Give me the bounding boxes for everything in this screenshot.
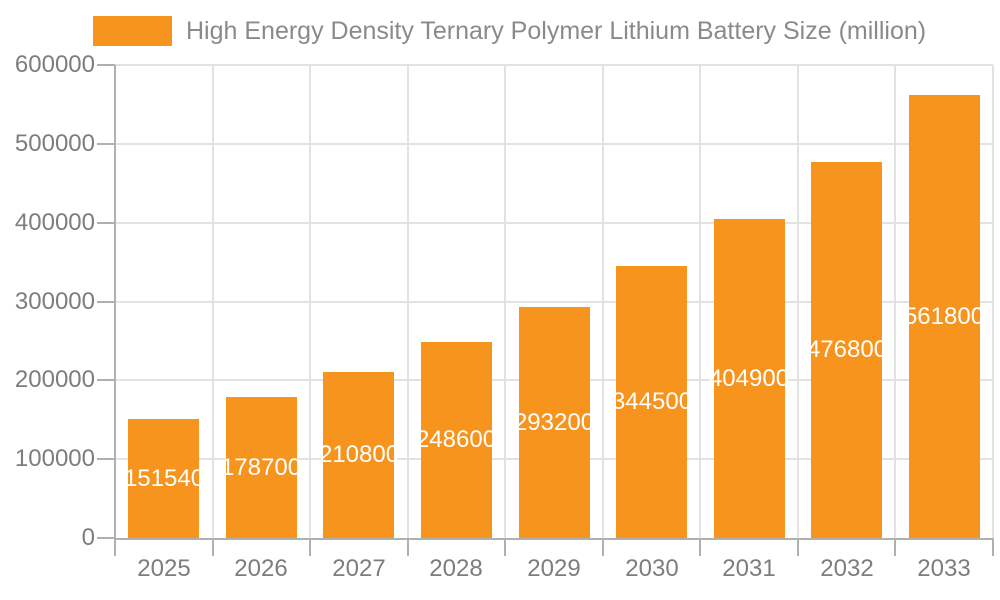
y-axis-tick — [97, 458, 115, 461]
x-axis-tick-label: 2031 — [722, 555, 776, 582]
bar-2031[interactable] — [714, 219, 785, 538]
gridline-horizontal — [115, 300, 993, 303]
legend-label: High Energy Density Ternary Polymer Lith… — [186, 17, 927, 45]
y-axis-tick — [97, 379, 115, 382]
x-axis-tick-label: 2027 — [332, 555, 386, 582]
bar-2029[interactable] — [519, 307, 590, 538]
x-axis-tick — [504, 538, 507, 556]
gridline-vertical — [894, 65, 897, 538]
gridline-horizontal — [115, 142, 993, 145]
bar-2032[interactable] — [811, 162, 882, 538]
x-axis-tick — [601, 538, 604, 556]
y-axis-tick-label: 600000 — [14, 51, 95, 78]
bar-2028[interactable] — [421, 342, 492, 538]
y-axis-tick-label: 0 — [81, 524, 95, 551]
gridline-vertical — [601, 65, 604, 538]
y-axis-tick-label: 400000 — [14, 208, 95, 236]
legend-swatch — [93, 16, 172, 46]
x-axis-tick — [699, 538, 702, 556]
gridline-vertical — [309, 65, 312, 538]
bar-2027[interactable] — [323, 372, 394, 538]
x-axis-tick — [796, 538, 799, 556]
y-axis-tick — [97, 300, 115, 303]
gridline-horizontal — [115, 221, 993, 224]
x-axis-tick — [114, 538, 116, 556]
y-axis-tick — [97, 221, 115, 224]
y-axis-tick-label: 300000 — [14, 287, 95, 315]
x-axis-line — [115, 538, 993, 540]
y-axis-tick — [97, 64, 115, 66]
x-axis-tick-label: 2033 — [917, 555, 971, 582]
gridline-vertical — [796, 65, 799, 538]
x-axis-tick-label: 2028 — [429, 555, 483, 582]
x-axis-tick — [406, 538, 409, 556]
x-axis-tick — [894, 538, 897, 556]
x-axis-tick-label: 2025 — [137, 555, 191, 582]
bar-2026[interactable] — [226, 397, 297, 538]
bar-2030[interactable] — [616, 266, 687, 538]
x-axis-tick — [211, 538, 214, 556]
x-axis-tick-label: 2032 — [820, 555, 874, 582]
x-axis-tick — [309, 538, 312, 556]
y-axis-tick — [97, 142, 115, 145]
gridline-horizontal — [115, 64, 993, 66]
bar-2025[interactable] — [128, 419, 199, 538]
gridline-vertical — [406, 65, 409, 538]
bar-2033[interactable] — [909, 95, 980, 538]
x-axis-tick-label: 2026 — [234, 555, 288, 582]
y-axis-line — [114, 65, 116, 540]
gridline-vertical — [504, 65, 507, 538]
x-axis-tick-label: 2030 — [625, 555, 679, 582]
x-axis-tick — [992, 538, 994, 556]
gridline-vertical — [992, 65, 994, 538]
y-axis-tick-label: 100000 — [14, 445, 95, 473]
gridline-vertical — [699, 65, 702, 538]
legend-item[interactable]: High Energy Density Ternary Polymer Lith… — [93, 16, 926, 46]
y-axis-tick-label: 500000 — [14, 129, 95, 157]
y-axis-tick-label: 200000 — [14, 366, 95, 394]
y-axis-tick — [97, 537, 115, 539]
x-axis-tick-label: 2029 — [527, 555, 581, 582]
gridline-vertical — [211, 65, 214, 538]
